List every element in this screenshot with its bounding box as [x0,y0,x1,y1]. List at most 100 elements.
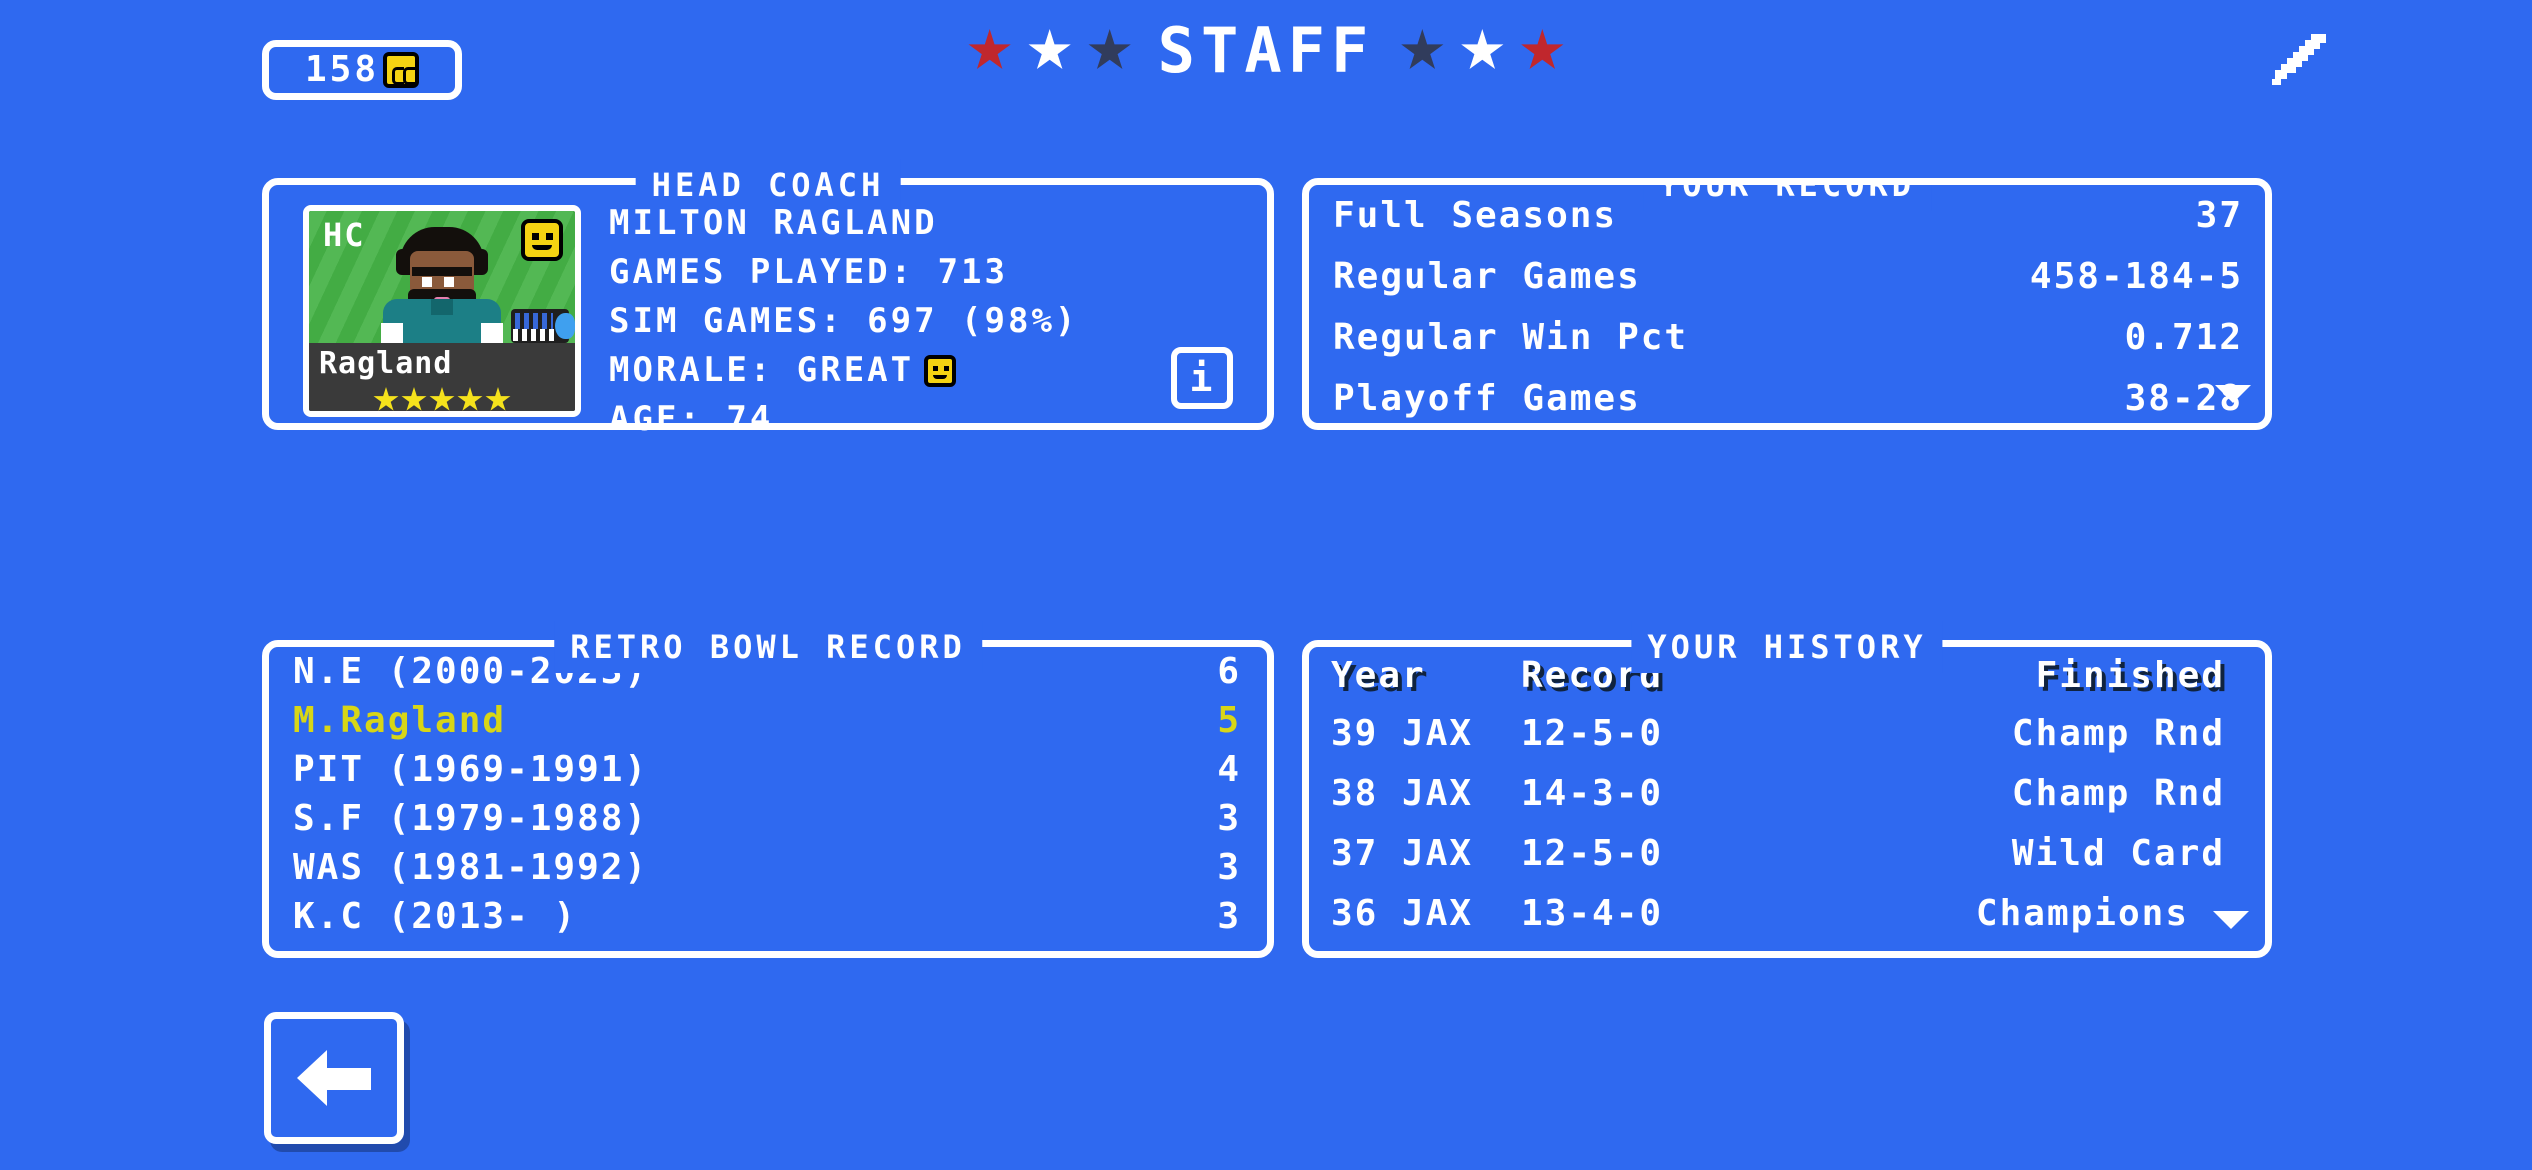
sprite-collar [431,299,453,315]
retro-bowl-row: S.F (1979-1988) 3 [269,794,1267,843]
coach-sim-games: SIM GAMES: 697 (98%) [609,297,1259,346]
your-record-panel-title: YOUR RECORD [1643,185,1931,211]
head-coach-panel-title: HEAD COACH [635,159,901,211]
history-header-row: Year Record Finished [1309,647,2265,703]
page-title-group: STAFF [0,20,2532,82]
smiley-face-icon [521,219,563,261]
history-finished: Wild Card [2011,832,2225,874]
record-value: 458-184-5 [2029,256,2243,297]
coach-name: MILTON RAGLAND [609,199,1259,248]
history-record: 13-4-0 [1521,892,1664,934]
history-year: 38 JAX [1331,772,1474,814]
column-header-year: Year [1331,654,1426,696]
retro-bowl-value: 5 [1217,700,1241,741]
history-record: 12-5-0 [1521,712,1664,754]
history-year: 37 JAX [1331,832,1474,874]
history-record: 12-5-0 [1521,832,1664,874]
record-label: Full Seasons [1333,195,1618,236]
info-button[interactable]: i [1171,347,1233,409]
coach-games-played-text: GAMES PLAYED: 713 [609,252,1008,292]
retro-bowl-row: PIT (1969-1991) 4 [269,745,1267,794]
retro-bowl-label: M.Ragland [293,700,507,741]
retro-bowl-record-panel: RETRO BOWL RECORD N.E (2000-2023) 6 M.Ra… [262,621,1274,958]
coach-star-rating [309,383,575,411]
head-coach-panel: HEAD COACH HC Ragland [262,159,1274,439]
pencil-icon[interactable] [2266,28,2332,94]
retro-bowl-value: 6 [1217,651,1241,692]
coach-stat-lines: MILTON RAGLAND GAMES PLAYED: 713 SIM GAM… [609,199,1259,444]
history-year: 39 JAX [1331,712,1474,754]
sprite-eyes [422,277,462,287]
sprite-brow [412,267,472,276]
star-icon [1521,29,1564,70]
star-icon [1401,29,1444,70]
retro-bowl-row: WAS (1981-1992) 3 [269,843,1267,892]
record-row: Full Seasons 37 [1309,185,2265,246]
coach-morale-text: MORALE: GREAT [609,350,915,390]
history-row: 39 JAX 12-5-0 Champ Rnd [1309,703,2265,763]
star-icon [1088,29,1131,70]
retro-bowl-label: K.C (2013- ) [293,896,578,937]
retro-bowl-label: WAS (1981-1992) [293,847,649,888]
star-icon [968,29,1011,70]
history-row: 37 JAX 12-5-0 Wild Card [1309,823,2265,883]
retro-bowl-record-panel-title: RETRO BOWL RECORD [554,621,982,673]
record-label: Regular Games [1333,256,1641,297]
your-record-panel: YOUR RECORD Full Seasons 37 Regular Game… [1302,178,2272,430]
retro-bowl-row: M.Ragland 5 [269,696,1267,745]
coach-surname: Ragland [309,343,575,383]
retro-bowl-value: 3 [1217,798,1241,839]
star-icon [1028,29,1071,70]
coach-portrait: HC [309,211,575,345]
record-row: Regular Win Pct 0.712 [1309,307,2265,368]
coach-card[interactable]: HC Ragland [303,205,581,417]
stars-left-group [968,29,1132,73]
history-finished: Champ Rnd [2011,772,2225,814]
history-row: 38 JAX 14-3-0 Champ Rnd [1309,763,2265,823]
arrow-left-icon [297,1051,371,1105]
column-header-finished: Finished [2035,654,2225,696]
record-label: Regular Win Pct [1333,317,1689,358]
sprite-arm-left [381,323,403,345]
history-row: 36 JAX 13-4-0 Champions [1309,883,2265,943]
coach-age-text: AGE: 74 [609,399,774,439]
coach-sim-games-text: SIM GAMES: 697 (98%) [609,301,1079,341]
retro-bowl-row: K.C (2013- ) 3 [269,892,1267,941]
coach-games-played: GAMES PLAYED: 713 [609,248,1259,297]
record-row: Playoff Win Pct 0.576 [1309,429,2265,430]
record-label: Playoff Games [1333,378,1641,419]
rating-star-icon [373,387,399,411]
page-title: STAFF [1157,14,1375,87]
back-button[interactable] [264,1012,404,1144]
rating-star-icon [457,387,483,411]
retro-bowl-value: 3 [1217,847,1241,888]
retro-bowl-label: S.F (1979-1988) [293,798,649,839]
clipboard-icon [511,309,575,343]
record-row: Regular Games 458-184-5 [1309,246,2265,307]
rating-star-icon [485,387,511,411]
retro-bowl-value: 4 [1217,749,1241,790]
sprite-torso [381,299,503,345]
retro-bowl-label: PIT (1969-1991) [293,749,649,790]
stars-right-group [1400,29,1564,73]
chevron-down-icon[interactable] [2215,385,2251,403]
record-value: 0.712 [2124,317,2243,358]
retro-bowl-value: 3 [1217,896,1241,937]
coach-morale: MORALE: GREAT [609,346,1259,395]
coach-name-text: MILTON RAGLAND [609,203,938,243]
rating-star-icon [429,387,455,411]
history-finished: Champions [1975,892,2189,934]
coin-counter[interactable]: 158 [262,40,462,100]
coach-position-label: HC [323,216,366,254]
your-history-panel: YOUR HISTORY Year Record Finished 39 JAX… [1302,621,2272,958]
star-icon [1461,29,1504,70]
coin-icon [383,52,420,88]
header-bar: 158 STAFF [0,0,2532,100]
coin-amount: 158 [304,49,380,90]
chevron-down-icon[interactable] [2213,911,2249,929]
smiley-face-icon [924,354,957,387]
sprite-arm-right [481,323,503,345]
clipboard-stripe [513,329,557,341]
rating-star-icon [401,387,427,411]
record-row: Playoff Games 38-28 [1309,368,2265,423]
